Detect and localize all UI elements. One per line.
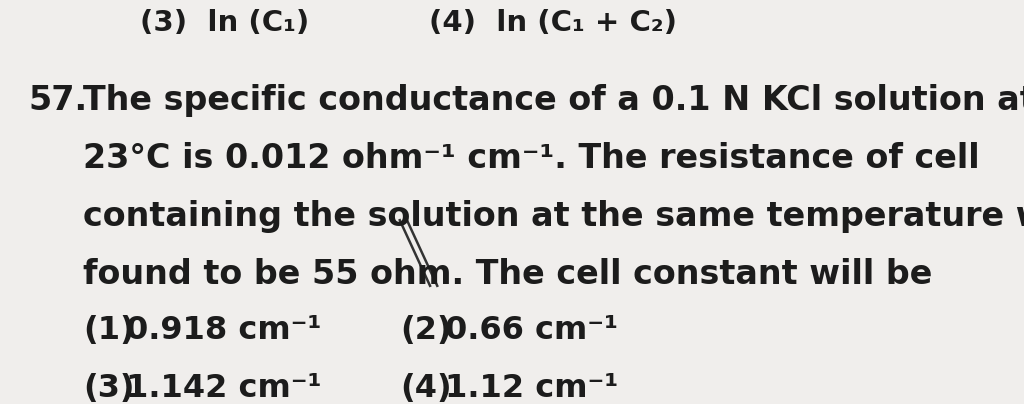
Text: (1): (1) [83,316,134,347]
Text: 57.: 57. [29,84,88,117]
Text: (2): (2) [399,316,452,347]
Text: 1.12 cm⁻¹: 1.12 cm⁻¹ [445,373,618,404]
Text: 1.142 cm⁻¹: 1.142 cm⁻¹ [126,373,322,404]
Text: (4): (4) [399,373,452,404]
Text: (3): (3) [83,373,134,404]
Text: (3)  ln (C₁): (3) ln (C₁) [140,9,309,38]
Text: found to be 55 ohm. The cell constant will be: found to be 55 ohm. The cell constant wi… [83,258,932,291]
Text: (4)  ln (C₁ + C₂): (4) ln (C₁ + C₂) [429,9,677,38]
Text: 0.918 cm⁻¹: 0.918 cm⁻¹ [126,316,322,347]
Text: 23°C is 0.012 ohm⁻¹ cm⁻¹. The resistance of cell: 23°C is 0.012 ohm⁻¹ cm⁻¹. The resistance… [83,142,980,175]
Text: The specific conductance of a 0.1 N KCl solution at: The specific conductance of a 0.1 N KCl … [83,84,1024,117]
Text: 0.66 cm⁻¹: 0.66 cm⁻¹ [445,316,618,347]
Text: containing the solution at the same temperature was: containing the solution at the same temp… [83,200,1024,233]
